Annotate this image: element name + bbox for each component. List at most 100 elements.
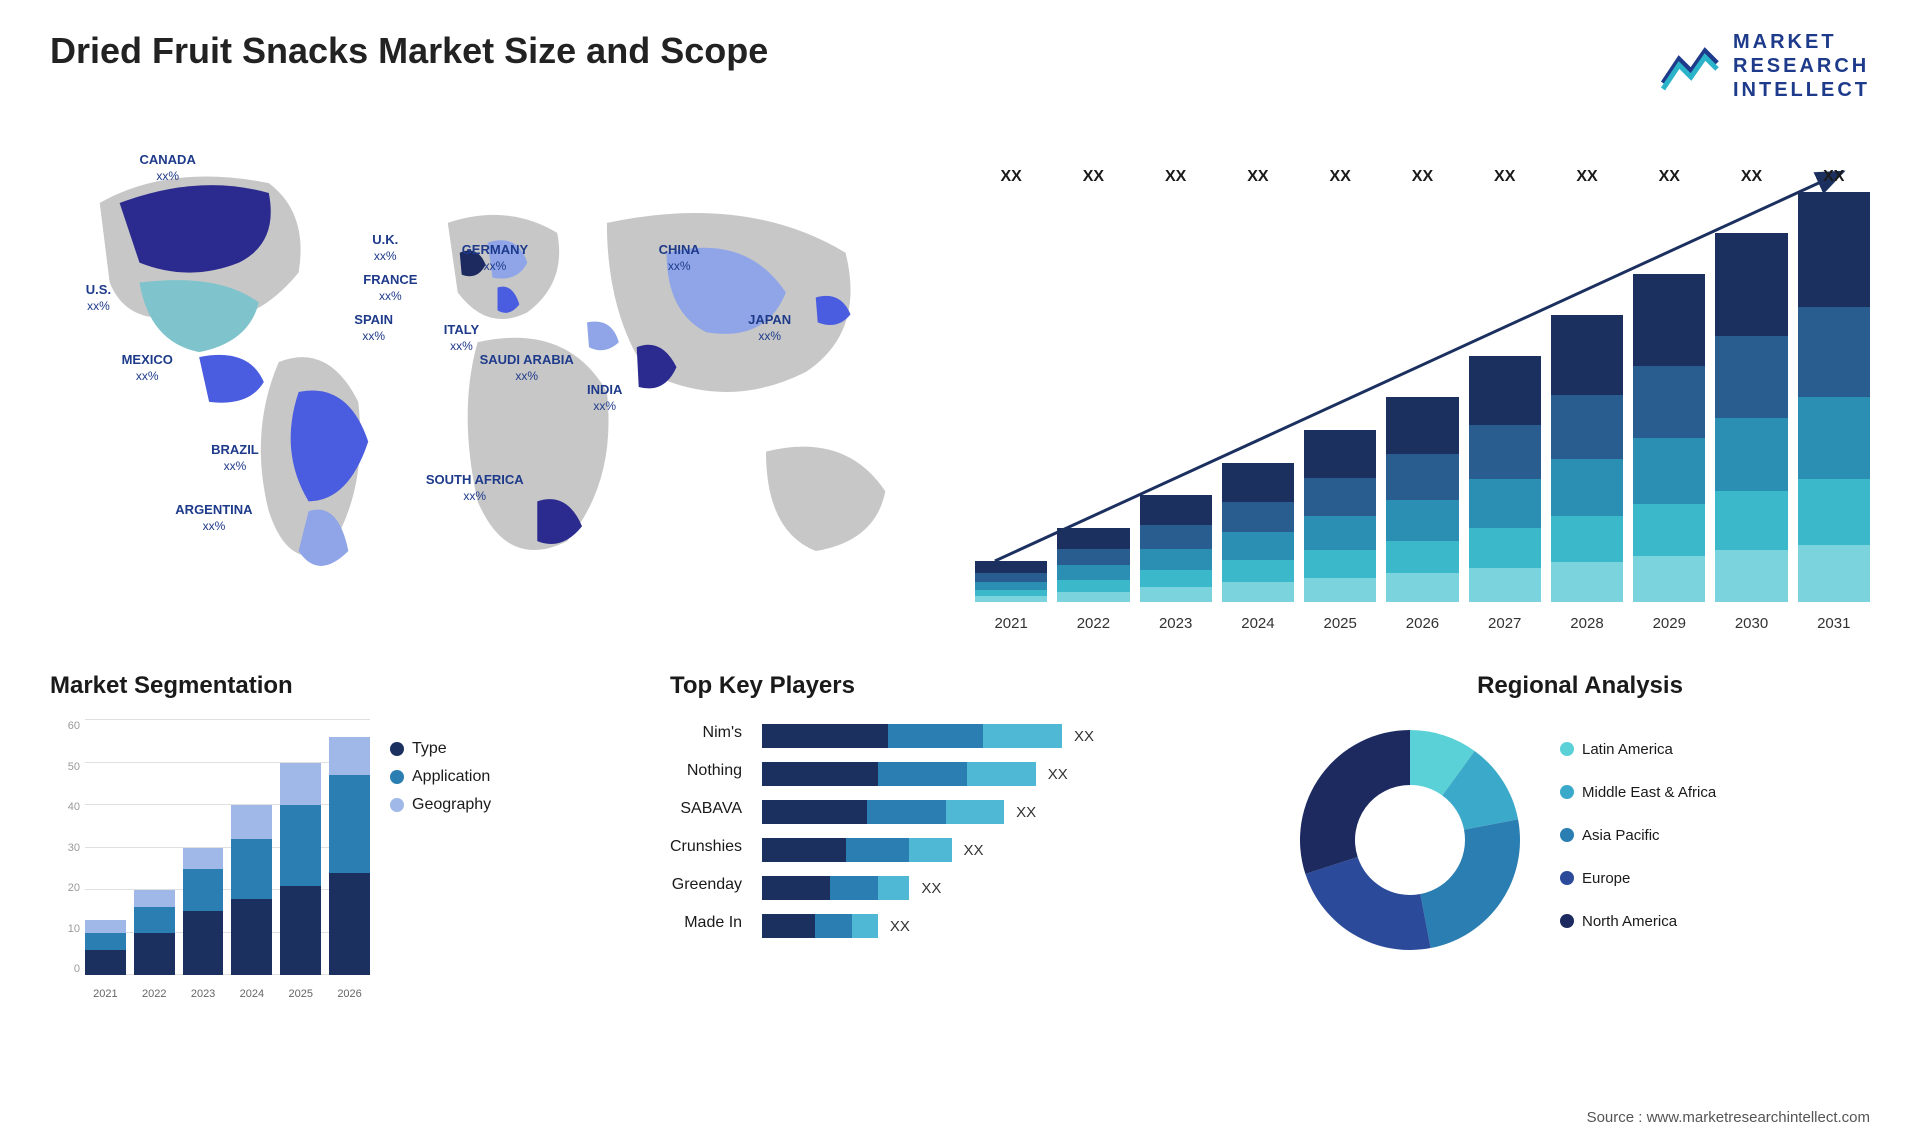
logo-line1: MARKET xyxy=(1733,30,1870,54)
segmentation-panel: Market Segmentation 6050403020100 202120… xyxy=(50,672,630,1000)
regional-legend-item: North America xyxy=(1560,913,1716,930)
growth-seg xyxy=(1469,568,1541,602)
growth-bar-label: XX xyxy=(1715,168,1787,186)
player-name: SABAVA xyxy=(680,800,742,824)
growth-bar-2030: XX xyxy=(1715,192,1787,602)
growth-seg xyxy=(1140,495,1212,525)
growth-seg xyxy=(1633,438,1705,504)
growth-seg xyxy=(1633,504,1705,556)
growth-seg xyxy=(1222,532,1294,560)
player-row: XX xyxy=(762,914,1250,938)
logo-line3: INTELLECT xyxy=(1733,78,1870,102)
growth-seg xyxy=(1140,549,1212,570)
regional-legend-item: Middle East & Africa xyxy=(1560,784,1716,801)
growth-x-label: 2028 xyxy=(1551,615,1623,632)
source-line: Source : www.marketresearchintellect.com xyxy=(1587,1109,1870,1126)
map-label-china: CHINAxx% xyxy=(659,242,700,273)
growth-seg xyxy=(1715,491,1787,550)
growth-bar-label: XX xyxy=(975,168,1047,186)
growth-seg xyxy=(1551,516,1623,562)
seg-bar-2026 xyxy=(329,720,370,975)
regional-legend-item: Latin America xyxy=(1560,741,1716,758)
growth-seg xyxy=(1798,545,1870,602)
growth-seg xyxy=(1222,582,1294,602)
growth-seg xyxy=(1715,418,1787,492)
growth-seg xyxy=(1469,425,1541,479)
players-panel: Top Key Players Nim'sNothingSABAVACrunsh… xyxy=(670,672,1250,1000)
growth-seg xyxy=(975,573,1047,582)
seg-bar-2023 xyxy=(183,720,224,975)
growth-seg xyxy=(1469,528,1541,567)
growth-seg xyxy=(1633,556,1705,602)
map-label-italy: ITALYxx% xyxy=(444,322,479,353)
player-name: Crunshies xyxy=(670,838,742,862)
seg-legend-item: Type xyxy=(390,740,491,758)
growth-seg xyxy=(1304,516,1376,550)
growth-seg xyxy=(1633,274,1705,366)
growth-x-label: 2022 xyxy=(1057,615,1129,632)
brand-logo: MARKET RESEARCH INTELLECT xyxy=(1661,30,1870,102)
page-title: Dried Fruit Snacks Market Size and Scope xyxy=(50,30,768,72)
growth-x-label: 2030 xyxy=(1715,615,1787,632)
growth-seg xyxy=(1140,587,1212,602)
growth-seg xyxy=(1057,580,1129,592)
growth-x-label: 2027 xyxy=(1469,615,1541,632)
map-label-france: FRANCExx% xyxy=(363,272,417,303)
growth-seg xyxy=(1222,463,1294,502)
growth-x-label: 2031 xyxy=(1798,615,1870,632)
player-value: XX xyxy=(921,880,941,897)
segmentation-legend: TypeApplicationGeography xyxy=(390,720,491,1000)
map-label-brazil: BRAZILxx% xyxy=(211,442,259,473)
growth-bar-label: XX xyxy=(1222,168,1294,186)
growth-seg xyxy=(1715,550,1787,602)
growth-seg xyxy=(1798,307,1870,397)
growth-bar-label: XX xyxy=(1469,168,1541,186)
world-map-panel: CANADAxx%U.S.xx%MEXICOxx%BRAZILxx%ARGENT… xyxy=(50,132,945,632)
logo-line2: RESEARCH xyxy=(1733,54,1870,78)
player-value: XX xyxy=(890,918,910,935)
growth-seg xyxy=(1304,478,1376,516)
player-value: XX xyxy=(964,842,984,859)
map-label-argentina: ARGENTINAxx% xyxy=(175,502,252,533)
player-name: Nim's xyxy=(703,724,743,748)
segmentation-chart: 6050403020100 202120222023202420252026 xyxy=(50,720,370,1000)
growth-seg xyxy=(1551,395,1623,458)
growth-seg xyxy=(1057,549,1129,565)
players-names: Nim'sNothingSABAVACrunshiesGreendayMade … xyxy=(670,720,742,938)
growth-bar-label: XX xyxy=(1798,168,1870,186)
regional-title: Regional Analysis xyxy=(1290,672,1870,700)
segmentation-title: Market Segmentation xyxy=(50,672,630,700)
growth-seg xyxy=(1140,525,1212,548)
growth-seg xyxy=(1140,570,1212,587)
growth-seg xyxy=(975,582,1047,590)
growth-seg xyxy=(1057,565,1129,580)
growth-x-label: 2025 xyxy=(1304,615,1376,632)
map-label-india: INDIAxx% xyxy=(587,382,622,413)
growth-seg xyxy=(1222,502,1294,533)
regional-legend: Latin AmericaMiddle East & AfricaAsia Pa… xyxy=(1560,741,1716,940)
map-label-u.k.: U.K.xx% xyxy=(372,232,398,263)
map-label-mexico: MEXICOxx% xyxy=(122,352,173,383)
growth-bar-label: XX xyxy=(1057,168,1129,186)
growth-x-label: 2024 xyxy=(1222,615,1294,632)
player-row: XX xyxy=(762,762,1250,786)
regional-donut xyxy=(1290,720,1530,960)
growth-bar-2025: XX xyxy=(1304,192,1376,602)
growth-bar-2026: XX xyxy=(1386,192,1458,602)
growth-bar-2027: XX xyxy=(1469,192,1541,602)
growth-bar-label: XX xyxy=(1140,168,1212,186)
growth-seg xyxy=(1304,550,1376,578)
growth-bar-2028: XX xyxy=(1551,192,1623,602)
growth-seg xyxy=(1386,397,1458,454)
player-value: XX xyxy=(1048,766,1068,783)
growth-bar-label: XX xyxy=(1304,168,1376,186)
regional-panel: Regional Analysis Latin America Middle Ea… xyxy=(1290,672,1870,1000)
growth-bar-label: XX xyxy=(1386,168,1458,186)
donut-slice-asia-pacific xyxy=(1420,819,1520,948)
growth-bar-2022: XX xyxy=(1057,192,1129,602)
growth-seg xyxy=(1551,315,1623,395)
player-name: Greenday xyxy=(672,876,742,900)
growth-seg xyxy=(1551,459,1623,516)
growth-seg xyxy=(1304,430,1376,478)
player-row: XX xyxy=(762,876,1250,900)
